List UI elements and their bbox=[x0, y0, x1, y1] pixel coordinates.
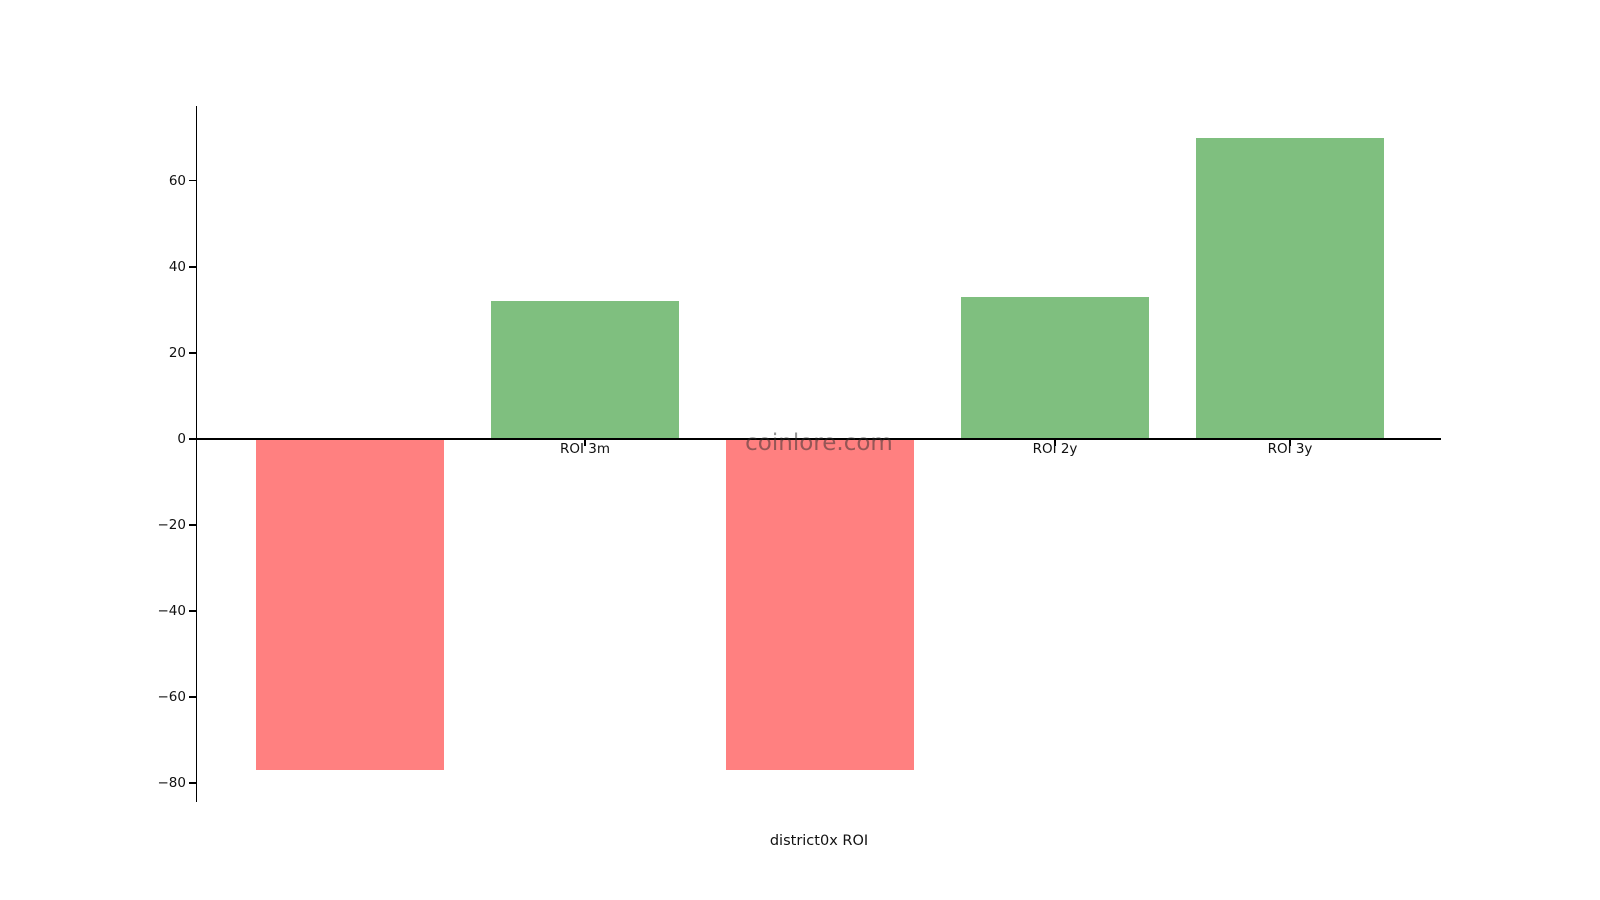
y-tick-label: −60 bbox=[157, 689, 187, 706]
y-tick-label: −80 bbox=[157, 775, 187, 792]
y-tick-label: 20 bbox=[168, 344, 186, 361]
y-tick-label: −20 bbox=[157, 516, 187, 533]
bar bbox=[726, 438, 914, 771]
bar bbox=[491, 301, 679, 439]
y-tick bbox=[189, 438, 196, 440]
x-tick bbox=[1054, 438, 1056, 446]
y-tick bbox=[189, 782, 196, 784]
x-tick-label: ROI 3m bbox=[559, 440, 611, 457]
bar bbox=[961, 296, 1149, 439]
bar bbox=[1196, 137, 1384, 439]
watermark: coinlore.com bbox=[745, 430, 893, 456]
x-tick-label: ROI 3y bbox=[1267, 440, 1313, 457]
x-tick bbox=[584, 438, 586, 446]
y-axis-line bbox=[196, 106, 198, 802]
y-tick-label: −40 bbox=[157, 603, 187, 619]
bar bbox=[256, 438, 444, 771]
x-tick-label: ROI 2y bbox=[1032, 440, 1078, 457]
y-tick bbox=[189, 352, 196, 354]
x-axis-title: district0x ROI bbox=[769, 833, 869, 849]
y-tick bbox=[189, 610, 196, 612]
y-tick-label: 60 bbox=[168, 172, 186, 189]
y-tick bbox=[189, 180, 196, 182]
y-tick bbox=[189, 266, 196, 268]
y-tick-label: 40 bbox=[168, 258, 186, 275]
y-tick-label: 0 bbox=[177, 430, 186, 447]
x-axis-zero-line bbox=[196, 438, 1441, 440]
x-tick bbox=[1289, 438, 1291, 446]
y-tick bbox=[189, 696, 196, 698]
y-tick bbox=[189, 524, 196, 526]
